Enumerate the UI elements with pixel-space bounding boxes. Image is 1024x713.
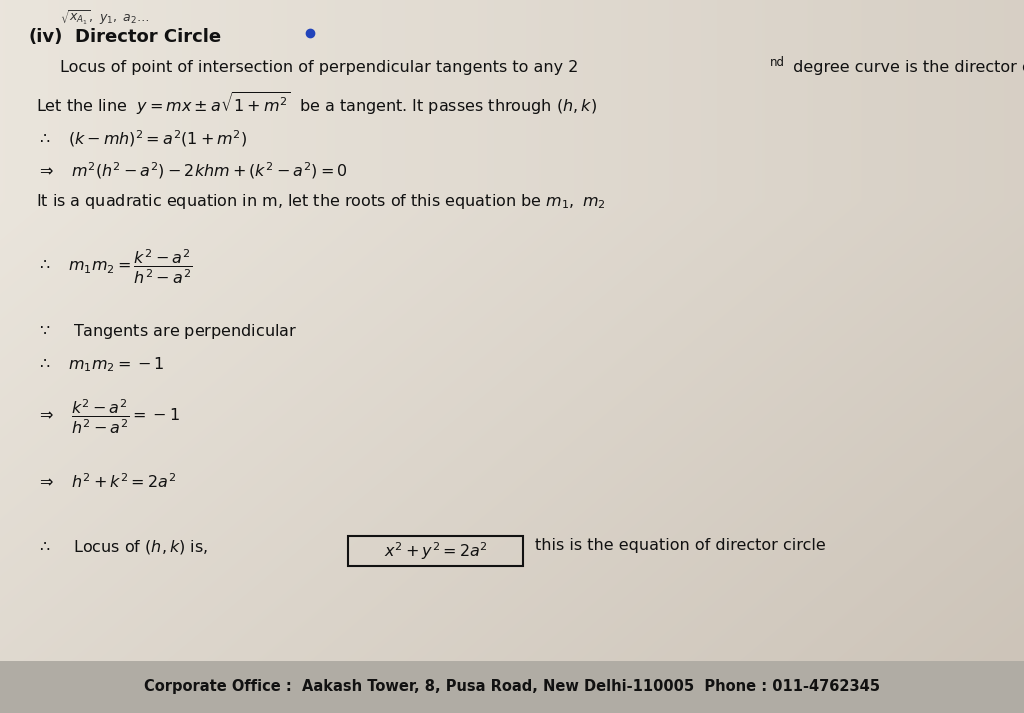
- Text: $\Rightarrow \quad \dfrac{k^2 - a^2}{h^2 - a^2} = -1$: $\Rightarrow \quad \dfrac{k^2 - a^2}{h^2…: [36, 398, 180, 436]
- Text: (iv): (iv): [28, 28, 62, 46]
- Text: It is a quadratic equation in m, let the roots of this equation be $m_1,\ m_2$: It is a quadratic equation in m, let the…: [36, 192, 606, 211]
- Text: $\sqrt{x_{A_1}},\ y_1,\ a_{2}\ldots$: $\sqrt{x_{A_1}},\ y_1,\ a_{2}\ldots$: [60, 8, 150, 26]
- Text: $\Rightarrow \quad h^2 + k^2 = 2a^2$: $\Rightarrow \quad h^2 + k^2 = 2a^2$: [36, 472, 176, 491]
- Text: $\Rightarrow \quad m^2(h^2 - a^2) - 2khm + (k^2 - a^2) = 0$: $\Rightarrow \quad m^2(h^2 - a^2) - 2khm…: [36, 160, 347, 180]
- Text: $\therefore \quad m_1 m_2 = -1$: $\therefore \quad m_1 m_2 = -1$: [36, 355, 165, 374]
- Text: $\therefore \quad (k - mh)^2 = a^2(1 + m^2)$: $\therefore \quad (k - mh)^2 = a^2(1 + m…: [36, 128, 248, 149]
- Bar: [348, 536, 523, 566]
- Text: this is the equation of director circle: this is the equation of director circle: [535, 538, 825, 553]
- Text: degree curve is the director circle: degree curve is the director circle: [788, 60, 1024, 75]
- Text: Let the line  $y = mx \pm a\sqrt{1+m^2}$  be a tangent. It passes through $(h, k: Let the line $y = mx \pm a\sqrt{1+m^2}$ …: [36, 90, 597, 117]
- Text: $\therefore \quad m_1 m_2 = \dfrac{k^2 - a^2}{h^2 - a^2}$: $\therefore \quad m_1 m_2 = \dfrac{k^2 -…: [36, 248, 193, 287]
- Text: Corporate Office :  Aakash Tower, 8, Pusa Road, New Delhi-110005  Phone : 011-47: Corporate Office : Aakash Tower, 8, Pusa…: [144, 679, 880, 694]
- Text: nd: nd: [770, 56, 785, 69]
- Text: $\because \quad$ Tangents are perpendicular: $\because \quad$ Tangents are perpendicu…: [36, 322, 297, 341]
- Text: Director Circle: Director Circle: [75, 28, 221, 46]
- Text: Locus of point of intersection of perpendicular tangents to any 2: Locus of point of intersection of perpen…: [60, 60, 579, 75]
- Bar: [0, 661, 1024, 713]
- Text: $\therefore \quad$ Locus of $(h, k)$ is,: $\therefore \quad$ Locus of $(h, k)$ is,: [36, 538, 208, 556]
- Text: $x^2 + y^2 = 2a^2$: $x^2 + y^2 = 2a^2$: [384, 540, 487, 562]
